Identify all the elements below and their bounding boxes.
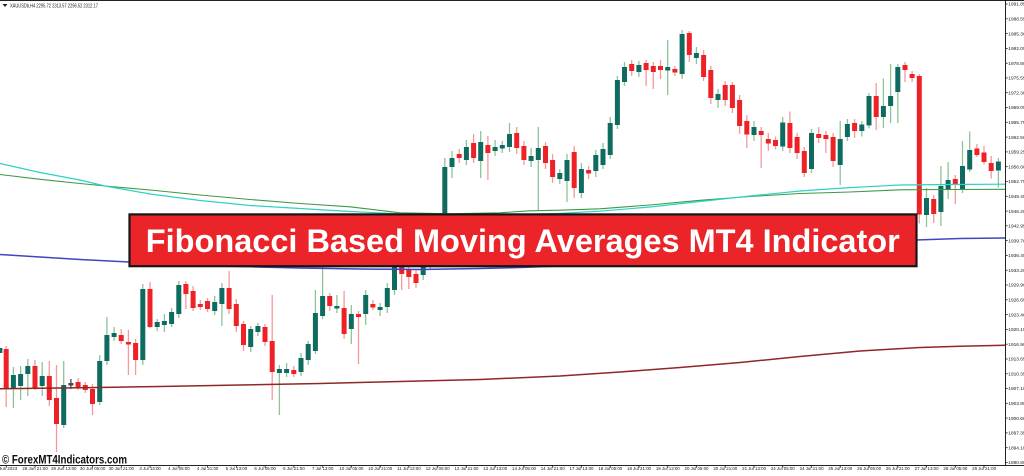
- svg-text:7 Jul 13:00: 7 Jul 13:00: [312, 466, 334, 471]
- svg-text:1897.35: 1897.35: [1008, 431, 1024, 437]
- svg-text:28 Jul 05:00: 28 Jul 05:00: [943, 466, 967, 471]
- svg-text:26 Jul 05:00: 26 Jul 05:00: [857, 466, 881, 471]
- svg-text:6 Jul 21:00: 6 Jul 21:00: [283, 466, 305, 471]
- svg-text:1969.05: 1969.05: [1008, 105, 1024, 111]
- svg-text:30 Jun 21:00: 30 Jun 21:00: [109, 466, 135, 471]
- svg-text:1946.20: 1946.20: [1008, 209, 1024, 215]
- svg-text:1929.90: 1929.90: [1008, 283, 1024, 289]
- svg-text:1933.20: 1933.20: [1008, 268, 1024, 274]
- svg-text:1920.15: 1920.15: [1008, 327, 1024, 333]
- svg-text:XAUUSDb,H4 2295.72 2313.57 22: XAUUSDb,H4 2295.72 2313.57 2296.52 2312.…: [10, 3, 98, 9]
- svg-text:18 Jul 21:00: 18 Jul 21:00: [627, 466, 651, 471]
- svg-text:1907.10: 1907.10: [1008, 386, 1024, 392]
- svg-text:17 Jul 13:00: 17 Jul 13:00: [570, 466, 594, 471]
- svg-text:1962.50: 1962.50: [1008, 135, 1024, 141]
- svg-text:28 Jun 21:00: 28 Jun 21:00: [22, 466, 48, 471]
- svg-text:6 Jul 05:00: 6 Jul 05:00: [254, 466, 276, 471]
- svg-text:1939.70: 1939.70: [1008, 238, 1024, 244]
- svg-text:1982.05: 1982.05: [1008, 46, 1024, 52]
- svg-text:13 Jul 13:00: 13 Jul 13:00: [483, 466, 507, 471]
- svg-text:1952.75: 1952.75: [1008, 179, 1024, 185]
- svg-text:4 Jul 05:00: 4 Jul 05:00: [168, 466, 190, 471]
- svg-text:1991.85: 1991.85: [1008, 2, 1024, 8]
- svg-text:© ForexMT4Indicators.com: © ForexMT4Indicators.com: [2, 455, 127, 467]
- svg-text:1956.00: 1956.00: [1008, 164, 1024, 170]
- svg-text:25 Jul 13:00: 25 Jul 13:00: [828, 466, 852, 471]
- svg-text:1972.30: 1972.30: [1008, 90, 1024, 96]
- svg-text:1903.85: 1903.85: [1008, 401, 1024, 407]
- svg-text:27 Jul 13:00: 27 Jul 13:00: [915, 466, 939, 471]
- svg-text:1923.40: 1923.40: [1008, 312, 1024, 318]
- svg-text:1949.45: 1949.45: [1008, 194, 1024, 200]
- svg-text:1916.90: 1916.90: [1008, 342, 1024, 348]
- svg-text:10 Jul 05:00: 10 Jul 05:00: [339, 466, 363, 471]
- svg-text:3 Jul 13:00: 3 Jul 13:00: [139, 466, 161, 471]
- svg-text:21 Jul 13:00: 21 Jul 13:00: [742, 466, 766, 471]
- svg-text:18 Jul 05:00: 18 Jul 05:00: [598, 466, 622, 471]
- svg-text:1913.65: 1913.65: [1008, 357, 1024, 363]
- svg-text:24 Jul 05:00: 24 Jul 05:00: [771, 466, 795, 471]
- svg-text:30 Jun 05:00: 30 Jun 05:00: [80, 466, 106, 471]
- svg-text:1959.25: 1959.25: [1008, 150, 1024, 156]
- svg-text:20 Jul 21:00: 20 Jul 21:00: [713, 466, 737, 471]
- svg-text:26 Jul 21:00: 26 Jul 21:00: [886, 466, 910, 471]
- svg-text:4 Jul 21:00: 4 Jul 21:00: [197, 466, 219, 471]
- svg-text:1985.30: 1985.30: [1008, 31, 1024, 37]
- svg-text:29 Jun 13:00: 29 Jun 13:00: [51, 466, 77, 471]
- svg-text:5 Jul 13:00: 5 Jul 13:00: [226, 466, 248, 471]
- svg-text:10 Jul 21:00: 10 Jul 21:00: [368, 466, 392, 471]
- svg-text:1942.95: 1942.95: [1008, 224, 1024, 230]
- svg-text:1988.55: 1988.55: [1008, 17, 1024, 23]
- svg-text:14 Jul 05:00: 14 Jul 05:00: [512, 466, 536, 471]
- svg-text:1978.80: 1978.80: [1008, 61, 1024, 67]
- svg-text:1900.60: 1900.60: [1008, 416, 1024, 422]
- svg-text:14 Jul 21:00: 14 Jul 21:00: [541, 466, 565, 471]
- svg-text:1965.75: 1965.75: [1008, 120, 1024, 126]
- svg-text:1890.80: 1890.80: [1008, 460, 1024, 466]
- svg-text:12 Jul 05:00: 12 Jul 05:00: [426, 466, 450, 471]
- svg-text:1975.55: 1975.55: [1008, 76, 1024, 82]
- svg-text:20 Jul 05:00: 20 Jul 05:00: [685, 466, 709, 471]
- svg-text:11 Jul 13:00: 11 Jul 13:00: [397, 466, 421, 471]
- svg-text:8 Jun 2023: 8 Jun 2023: [0, 466, 18, 471]
- svg-text:Fibonacci Based Moving Average: Fibonacci Based Moving Averages MT4 Indi…: [146, 223, 900, 259]
- svg-text:24 Jul 21:00: 24 Jul 21:00: [800, 466, 824, 471]
- svg-text:12 Jul 21:00: 12 Jul 21:00: [455, 466, 479, 471]
- svg-text:19 Jul 13:00: 19 Jul 13:00: [656, 466, 680, 471]
- svg-text:28 Jul 21:00: 28 Jul 21:00: [972, 466, 996, 471]
- svg-text:1910.35: 1910.35: [1008, 371, 1024, 377]
- svg-text:1894.10: 1894.10: [1008, 445, 1024, 451]
- svg-text:1936.45: 1936.45: [1008, 253, 1024, 259]
- svg-text:1926.65: 1926.65: [1008, 298, 1024, 304]
